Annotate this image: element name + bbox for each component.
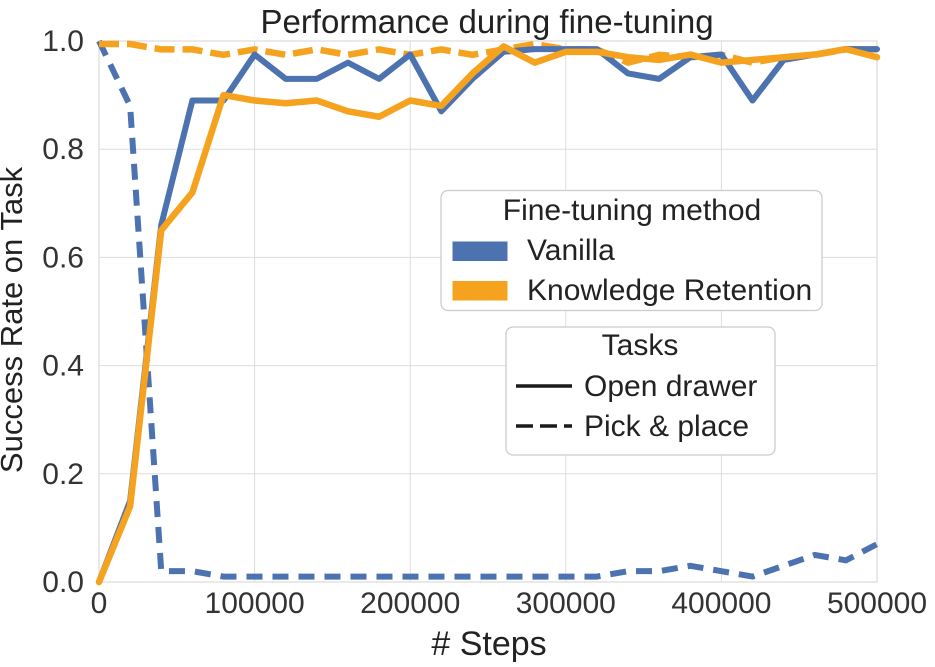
svg-text:500000: 500000 xyxy=(827,587,927,620)
svg-text:200000: 200000 xyxy=(360,587,460,620)
svg-text:300000: 300000 xyxy=(516,587,616,620)
svg-text:# Steps: # Steps xyxy=(431,625,546,662)
svg-text:Vanilla: Vanilla xyxy=(527,234,615,267)
svg-text:Tasks: Tasks xyxy=(602,329,679,362)
svg-text:1.0: 1.0 xyxy=(42,25,84,58)
svg-text:0: 0 xyxy=(91,587,108,620)
svg-text:Knowledge Retention: Knowledge Retention xyxy=(527,274,812,307)
svg-text:100000: 100000 xyxy=(205,587,305,620)
svg-text:Success Rate on Task: Success Rate on Task xyxy=(0,166,29,473)
svg-text:Pick & place: Pick & place xyxy=(584,410,749,443)
svg-text:0.0: 0.0 xyxy=(42,566,84,599)
svg-text:Fine-tuning method: Fine-tuning method xyxy=(503,194,762,227)
svg-text:400000: 400000 xyxy=(671,587,771,620)
svg-text:Performance during fine-tuning: Performance during fine-tuning xyxy=(260,3,713,40)
svg-text:0.8: 0.8 xyxy=(42,133,84,166)
svg-text:0.6: 0.6 xyxy=(42,241,84,274)
svg-text:Open drawer: Open drawer xyxy=(584,370,757,403)
svg-text:0.4: 0.4 xyxy=(42,350,84,383)
svg-text:0.2: 0.2 xyxy=(42,458,84,491)
